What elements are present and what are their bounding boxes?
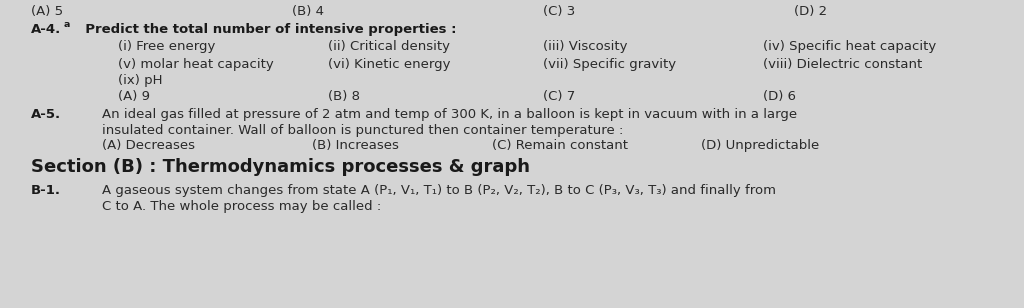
Text: (viii) Dielectric constant: (viii) Dielectric constant (763, 58, 923, 71)
Text: (A) 5: (A) 5 (31, 5, 62, 18)
Text: (ix) pH: (ix) pH (118, 74, 162, 87)
Text: (iii) Viscosity: (iii) Viscosity (543, 40, 628, 53)
Text: (v) molar heat capacity: (v) molar heat capacity (118, 58, 273, 71)
Text: (B) 4: (B) 4 (292, 5, 324, 18)
Text: (D) 2: (D) 2 (794, 5, 826, 18)
Text: (B) 8: (B) 8 (328, 90, 359, 103)
Text: Predict the total number of intensive properties :: Predict the total number of intensive pr… (76, 23, 457, 36)
Text: A-4.: A-4. (31, 23, 61, 36)
Text: insulated container. Wall of balloon is punctured then container temperature :: insulated container. Wall of balloon is … (102, 124, 624, 137)
Text: a: a (63, 20, 70, 29)
Text: (D) Unpredictable: (D) Unpredictable (701, 139, 819, 152)
Text: (A) Decreases: (A) Decreases (102, 139, 196, 152)
Text: (C) 3: (C) 3 (543, 5, 574, 18)
Text: An ideal gas filled at pressure of 2 atm and temp of 300 K, in a balloon is kept: An ideal gas filled at pressure of 2 atm… (102, 108, 798, 121)
Text: C to A. The whole process may be called :: C to A. The whole process may be called … (102, 200, 382, 213)
Text: (D) 6: (D) 6 (763, 90, 796, 103)
Text: B-1.: B-1. (31, 184, 60, 197)
Text: (iv) Specific heat capacity: (iv) Specific heat capacity (763, 40, 936, 53)
Text: (C) 7: (C) 7 (543, 90, 574, 103)
Text: A gaseous system changes from state A (P₁, V₁, T₁) to B (P₂, V₂, T₂), B to C (P₃: A gaseous system changes from state A (P… (102, 184, 776, 197)
Text: (vii) Specific gravity: (vii) Specific gravity (543, 58, 676, 71)
Text: (B) Increases: (B) Increases (312, 139, 399, 152)
Text: (A) 9: (A) 9 (118, 90, 150, 103)
Text: (ii) Critical density: (ii) Critical density (328, 40, 450, 53)
Text: (vi) Kinetic energy: (vi) Kinetic energy (328, 58, 451, 71)
Text: A-5.: A-5. (31, 108, 60, 121)
Text: (C) Remain constant: (C) Remain constant (492, 139, 628, 152)
Text: Section (B) : Thermodynamics processes & graph: Section (B) : Thermodynamics processes &… (31, 158, 529, 176)
Text: (i) Free energy: (i) Free energy (118, 40, 215, 53)
